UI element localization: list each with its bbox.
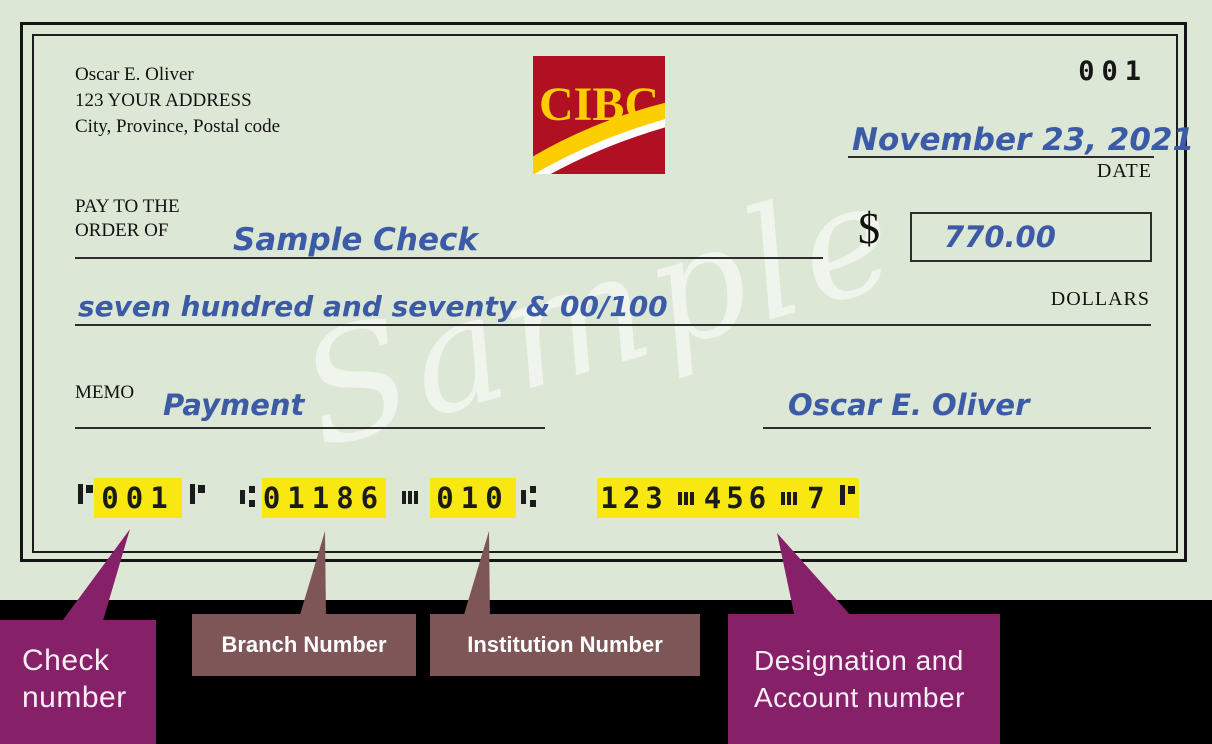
date-handwritten: November 23, 2021 xyxy=(852,122,1195,158)
payee-handwritten: Sample Check xyxy=(233,222,479,258)
cheque-inner-border xyxy=(32,34,1178,553)
micr-institution-number: 010 xyxy=(436,481,510,515)
micr-branch-number-highlight: 01186 xyxy=(262,478,386,518)
micr-account-group-2: 456 xyxy=(703,481,772,515)
pay-to-label-line2: ORDER OF xyxy=(75,220,169,241)
micr-dash-symbol xyxy=(402,484,418,510)
memo-handwritten: Payment xyxy=(163,388,305,422)
callout-designation-line1: Designation and xyxy=(754,645,964,676)
pay-to-label-line1: PAY TO THE xyxy=(75,196,180,217)
date-line xyxy=(848,156,1154,158)
date-label: DATE xyxy=(1096,160,1152,182)
callout-institution-number-label: Institution Number xyxy=(467,632,663,657)
micr-onus-symbol xyxy=(190,484,206,510)
callout-institution-number: Institution Number xyxy=(430,614,700,676)
micr-dash-symbol xyxy=(677,485,694,511)
check-number-top-right: 001 xyxy=(1078,56,1148,87)
callout-check-number: Check number xyxy=(0,620,156,744)
callout-check-number-line1: Check xyxy=(22,644,110,677)
micr-check-number-highlight: 001 xyxy=(94,478,182,518)
micr-account-group-1: 123 xyxy=(600,481,668,515)
micr-account-group-3: 7 xyxy=(807,481,830,515)
micr-branch-number: 01186 xyxy=(262,481,386,515)
memo-label: MEMO xyxy=(75,382,135,403)
cheque-outer-border xyxy=(20,22,1187,562)
payee-line xyxy=(75,257,823,259)
micr-account-number-highlight: 123 456 7 xyxy=(597,478,859,518)
callout-branch-number: Branch Number xyxy=(192,614,416,676)
payer-name: Oscar E. Oliver xyxy=(75,64,194,85)
cibc-logo-icon: CIBC xyxy=(533,56,665,174)
amount-words-handwritten: seven hundred and seventy & 00/100 xyxy=(78,290,668,323)
micr-transit-symbol xyxy=(521,484,537,510)
signature-handwritten: Oscar E. Oliver xyxy=(788,388,1030,422)
dollar-sign: $ xyxy=(858,204,880,253)
payer-address-block: Oscar E. Oliver 123 YOUR ADDRESS City, P… xyxy=(75,62,280,140)
micr-dash-symbol xyxy=(781,485,798,511)
signature-line xyxy=(763,427,1151,429)
memo-line xyxy=(75,427,545,429)
callout-branch-number-label: Branch Number xyxy=(221,632,387,657)
micr-check-number: 001 xyxy=(101,481,175,515)
micr-onus-symbol xyxy=(78,484,94,510)
callout-designation-account: Designation and Account number xyxy=(728,614,1000,744)
payer-address-line1: 123 YOUR ADDRESS xyxy=(75,90,252,111)
dollars-label: DOLLARS xyxy=(1050,288,1150,310)
micr-institution-number-highlight: 010 xyxy=(430,478,516,518)
micr-onus-symbol xyxy=(839,485,856,511)
amount-handwritten: 770.00 xyxy=(944,220,1056,254)
callout-designation-line2: Account number xyxy=(754,682,965,713)
amount-words-line xyxy=(75,324,1151,326)
pay-to-order-label: PAY TO THE ORDER OF xyxy=(75,195,180,243)
callout-check-number-line2: number xyxy=(22,681,127,714)
payer-address-line2: City, Province, Postal code xyxy=(75,116,281,137)
micr-transit-symbol xyxy=(240,484,256,510)
amount-box xyxy=(910,212,1152,262)
